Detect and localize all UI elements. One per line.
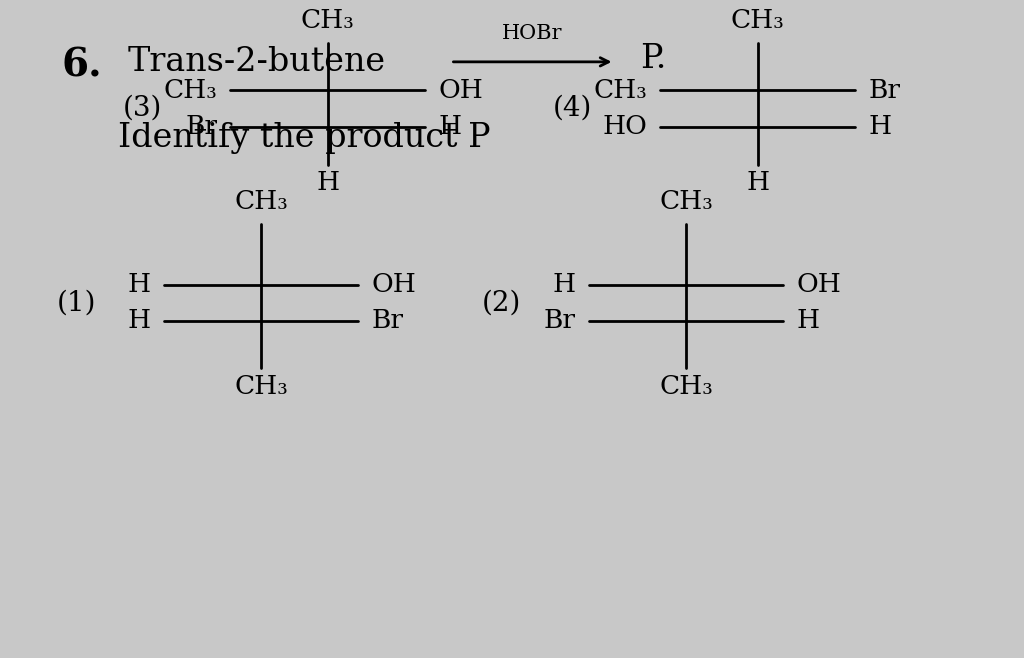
Text: H: H: [746, 170, 769, 195]
Text: Br: Br: [868, 78, 900, 103]
Text: CH₃: CH₃: [163, 78, 217, 103]
Text: P.: P.: [640, 43, 667, 75]
Text: Br: Br: [372, 309, 403, 333]
Text: (2): (2): [481, 289, 520, 316]
Text: CH₃: CH₃: [659, 374, 713, 399]
Text: 6.: 6.: [61, 46, 102, 84]
Text: H: H: [552, 272, 575, 297]
Text: Identify the product P: Identify the product P: [118, 122, 490, 154]
Text: H: H: [438, 114, 462, 139]
Text: Br: Br: [185, 114, 217, 139]
Text: CH₃: CH₃: [659, 189, 713, 214]
Text: H: H: [316, 170, 339, 195]
Text: HO: HO: [602, 114, 647, 139]
Text: CH₃: CH₃: [234, 374, 288, 399]
Text: CH₃: CH₃: [593, 78, 647, 103]
Text: HOBr: HOBr: [502, 24, 563, 43]
Text: CH₃: CH₃: [234, 189, 288, 214]
Text: OH: OH: [438, 78, 483, 103]
Text: (1): (1): [56, 289, 96, 316]
Text: Br: Br: [544, 309, 575, 333]
Text: H: H: [127, 272, 151, 297]
Text: CH₃: CH₃: [301, 8, 354, 33]
Text: (3): (3): [123, 95, 162, 122]
Text: Trans-2-butene: Trans-2-butene: [128, 46, 386, 78]
Text: (4): (4): [553, 95, 592, 122]
Text: OH: OH: [372, 272, 417, 297]
Text: H: H: [127, 309, 151, 333]
Text: CH₃: CH₃: [731, 8, 784, 33]
Text: OH: OH: [797, 272, 842, 297]
Text: H: H: [868, 114, 892, 139]
Text: H: H: [797, 309, 820, 333]
